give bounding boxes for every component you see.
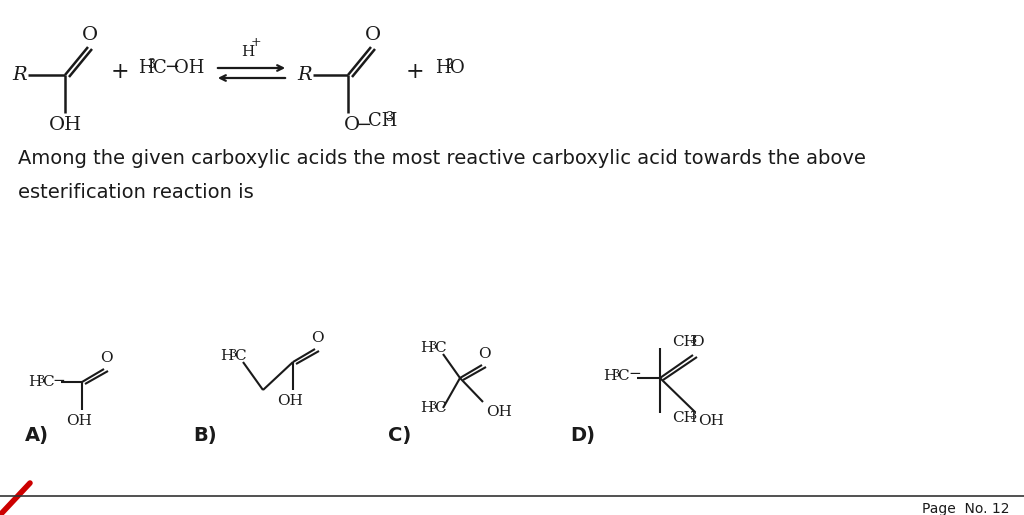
Text: H: H — [603, 369, 616, 383]
Text: CH: CH — [672, 411, 697, 425]
Text: 3: 3 — [689, 411, 696, 421]
Text: −: − — [52, 374, 65, 388]
Text: OH: OH — [698, 414, 724, 428]
Text: R: R — [12, 66, 28, 84]
Text: CH: CH — [672, 335, 697, 349]
Text: Page  No. 12: Page No. 12 — [923, 502, 1010, 515]
Text: OH: OH — [48, 116, 82, 134]
Text: D): D) — [570, 425, 595, 444]
Text: OH: OH — [486, 405, 512, 419]
Text: 3: 3 — [148, 58, 156, 71]
Text: C: C — [434, 341, 445, 355]
Text: 3: 3 — [429, 341, 436, 351]
Text: O: O — [82, 26, 98, 44]
Text: −: − — [164, 58, 179, 76]
Text: C: C — [42, 375, 53, 389]
Text: O: O — [477, 347, 490, 361]
Text: H: H — [420, 341, 433, 355]
Text: −: − — [356, 116, 371, 134]
Text: C: C — [234, 349, 246, 363]
Text: +: + — [111, 61, 129, 83]
Text: 3: 3 — [229, 349, 237, 359]
Text: O: O — [344, 116, 360, 134]
Text: H: H — [220, 349, 233, 363]
Text: H: H — [420, 401, 433, 415]
Text: C): C) — [388, 425, 412, 444]
Text: C: C — [153, 59, 167, 77]
Text: 2: 2 — [445, 58, 453, 71]
Text: O: O — [310, 331, 324, 345]
Text: 3: 3 — [37, 375, 44, 385]
Text: +: + — [251, 36, 261, 49]
Text: 3: 3 — [689, 335, 696, 345]
Text: B): B) — [193, 425, 217, 444]
Text: +: + — [406, 61, 424, 83]
Text: C: C — [434, 401, 445, 415]
Text: 3: 3 — [429, 401, 436, 411]
Text: R: R — [298, 66, 312, 84]
Text: O: O — [365, 26, 381, 44]
Text: 3: 3 — [612, 369, 620, 379]
Text: H: H — [435, 59, 451, 77]
Text: 3: 3 — [386, 111, 394, 124]
Text: H: H — [138, 59, 154, 77]
Text: OH: OH — [174, 59, 205, 77]
Text: O: O — [450, 59, 465, 77]
Text: CH: CH — [368, 112, 397, 130]
Text: A): A) — [25, 425, 49, 444]
Text: esterification reaction is: esterification reaction is — [18, 183, 254, 202]
Text: H: H — [28, 375, 41, 389]
Text: −: − — [628, 367, 641, 381]
Text: Among the given carboxylic acids the most reactive carboxylic acid towards the a: Among the given carboxylic acids the mos… — [18, 148, 866, 167]
Text: OH: OH — [67, 414, 92, 428]
Text: C: C — [617, 369, 629, 383]
Text: H: H — [242, 45, 255, 59]
Text: OH: OH — [278, 394, 303, 408]
Text: O: O — [690, 335, 703, 349]
Text: O: O — [99, 351, 113, 365]
